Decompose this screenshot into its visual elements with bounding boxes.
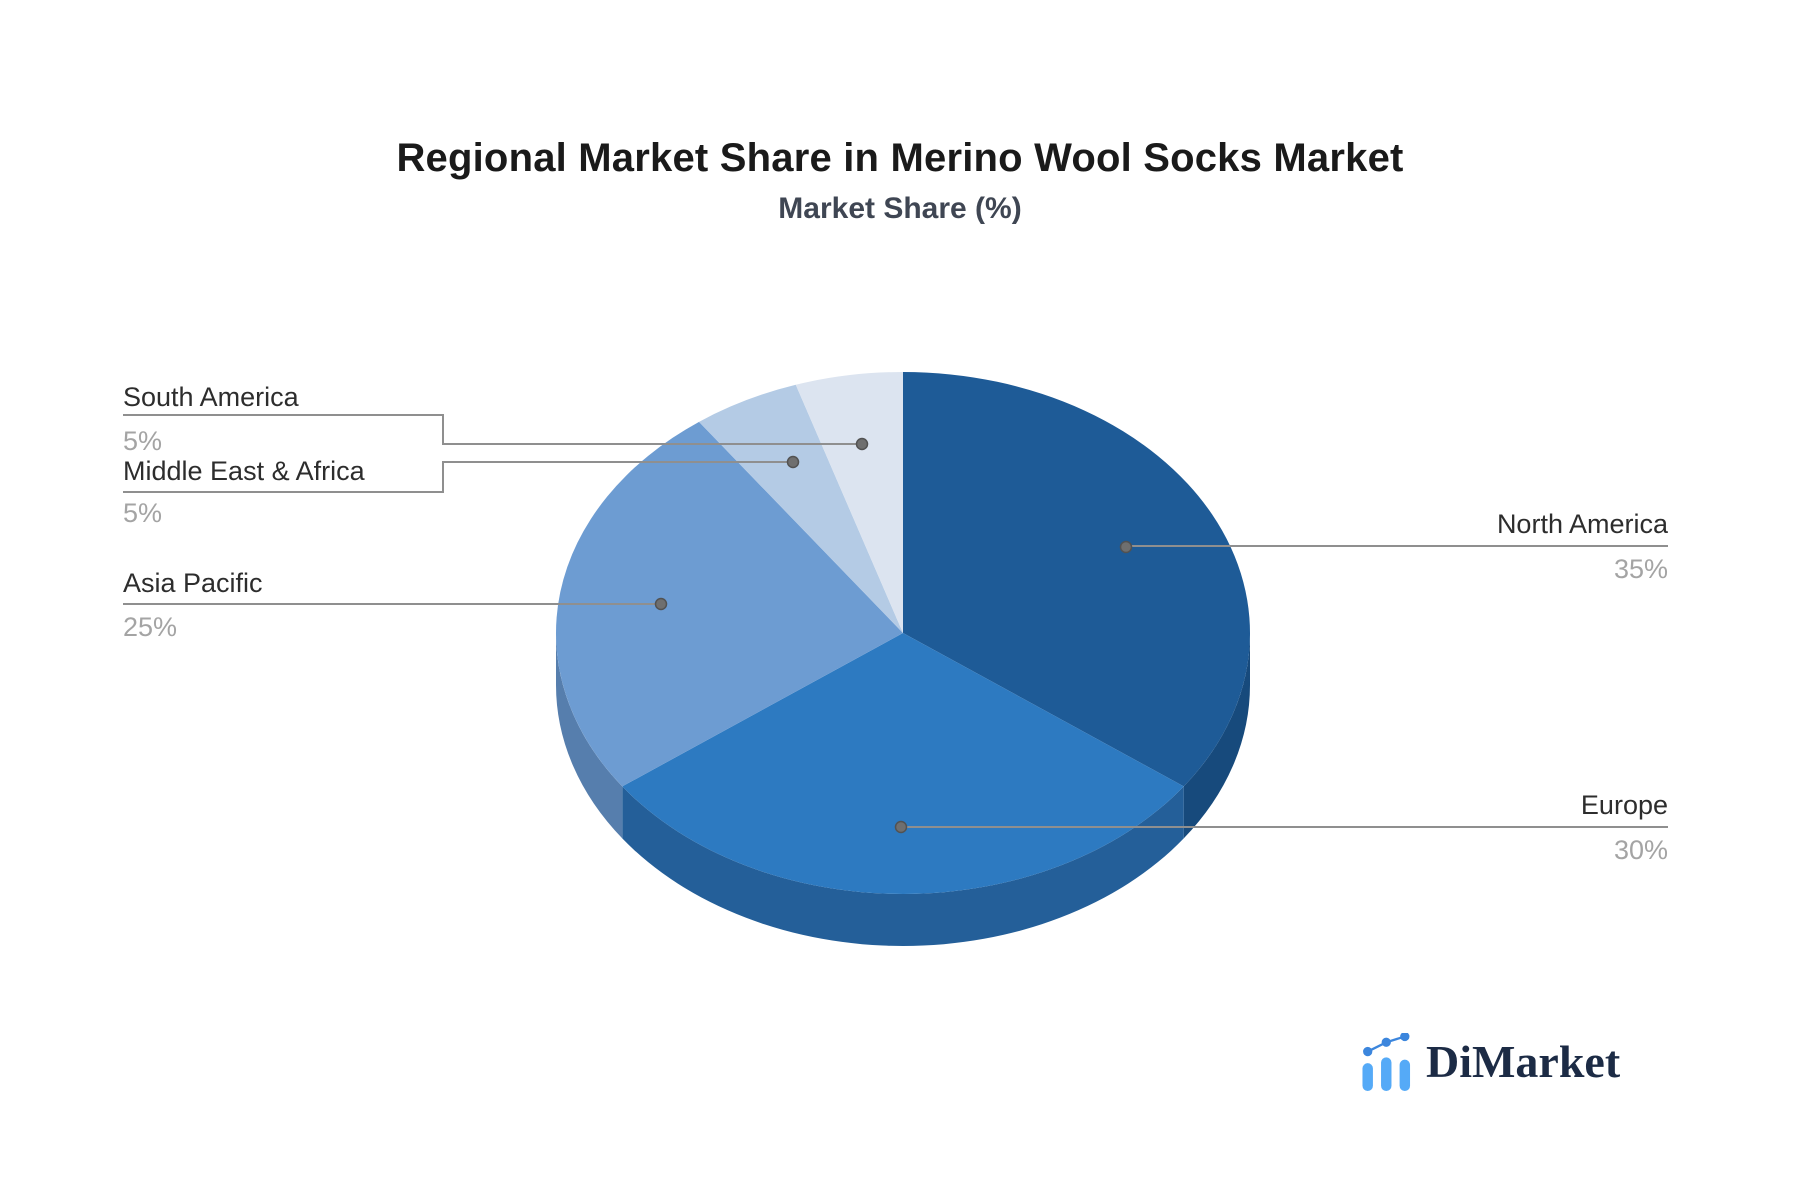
callout-value-europe: 30% <box>1613 835 1668 865</box>
pie-slice-side-north-america <box>1183 633 1250 839</box>
pie-slice-side-asia-pacific <box>556 633 623 839</box>
brand-logo: DiMarket <box>1362 1030 1620 1094</box>
brand-logo-text: DiMarket <box>1426 1036 1621 1087</box>
callout-dot-middle-east-africa <box>786 455 800 469</box>
chart-title: Regional Market Share in Merino Wool Soc… <box>396 136 1404 180</box>
callout-label-asia-pacific: Asia Pacific <box>123 568 263 598</box>
pie-slice-middle-east-africa[interactable] <box>699 384 903 633</box>
pie-slice-north-america[interactable] <box>903 372 1250 787</box>
bar-line-chart-icon <box>1362 1033 1411 1091</box>
callout-value-middle-east-africa: 5% <box>123 498 163 528</box>
callout-value-south-america: 5% <box>123 426 163 456</box>
callout-dot-europe <box>894 820 908 834</box>
pie-slice-side-europe <box>622 786 1184 947</box>
callout-dot-south-america <box>855 437 869 451</box>
callout-dot-north-america <box>1119 540 1133 554</box>
callout-value-asia-pacific: 25% <box>123 612 178 642</box>
pie-slice-south-america[interactable] <box>795 372 903 633</box>
callout-label-europe: Europe <box>1580 790 1668 820</box>
pie-slice-europe[interactable] <box>622 633 1184 894</box>
callout-label-middle-east-africa: Middle East & Africa <box>123 456 365 486</box>
callout-line-middle-east-africa <box>123 461 793 493</box>
pie-slice-asia-pacific[interactable] <box>556 421 903 787</box>
chart-subtitle: Market Share (%) <box>778 192 1022 225</box>
callout-label-south-america: South America <box>123 382 299 412</box>
callout-value-north-america: 35% <box>1613 554 1668 584</box>
callout-label-north-america: North America <box>1496 509 1668 539</box>
callout-line-south-america <box>123 414 862 445</box>
callout-dot-asia-pacific <box>654 597 668 611</box>
